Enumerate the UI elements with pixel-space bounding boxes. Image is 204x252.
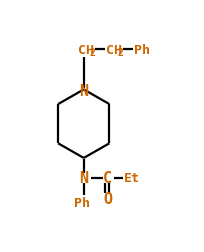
Text: CH: CH	[106, 44, 122, 57]
Text: O: O	[103, 192, 112, 206]
Text: C: C	[103, 171, 112, 186]
Text: Et: Et	[123, 172, 139, 185]
Text: CH: CH	[78, 44, 94, 57]
Text: 2: 2	[89, 48, 95, 58]
Text: Ph: Ph	[133, 44, 149, 57]
Text: 2: 2	[116, 48, 122, 58]
Text: N: N	[79, 83, 88, 98]
Text: N: N	[79, 171, 88, 186]
Text: Ph: Ph	[74, 196, 90, 209]
